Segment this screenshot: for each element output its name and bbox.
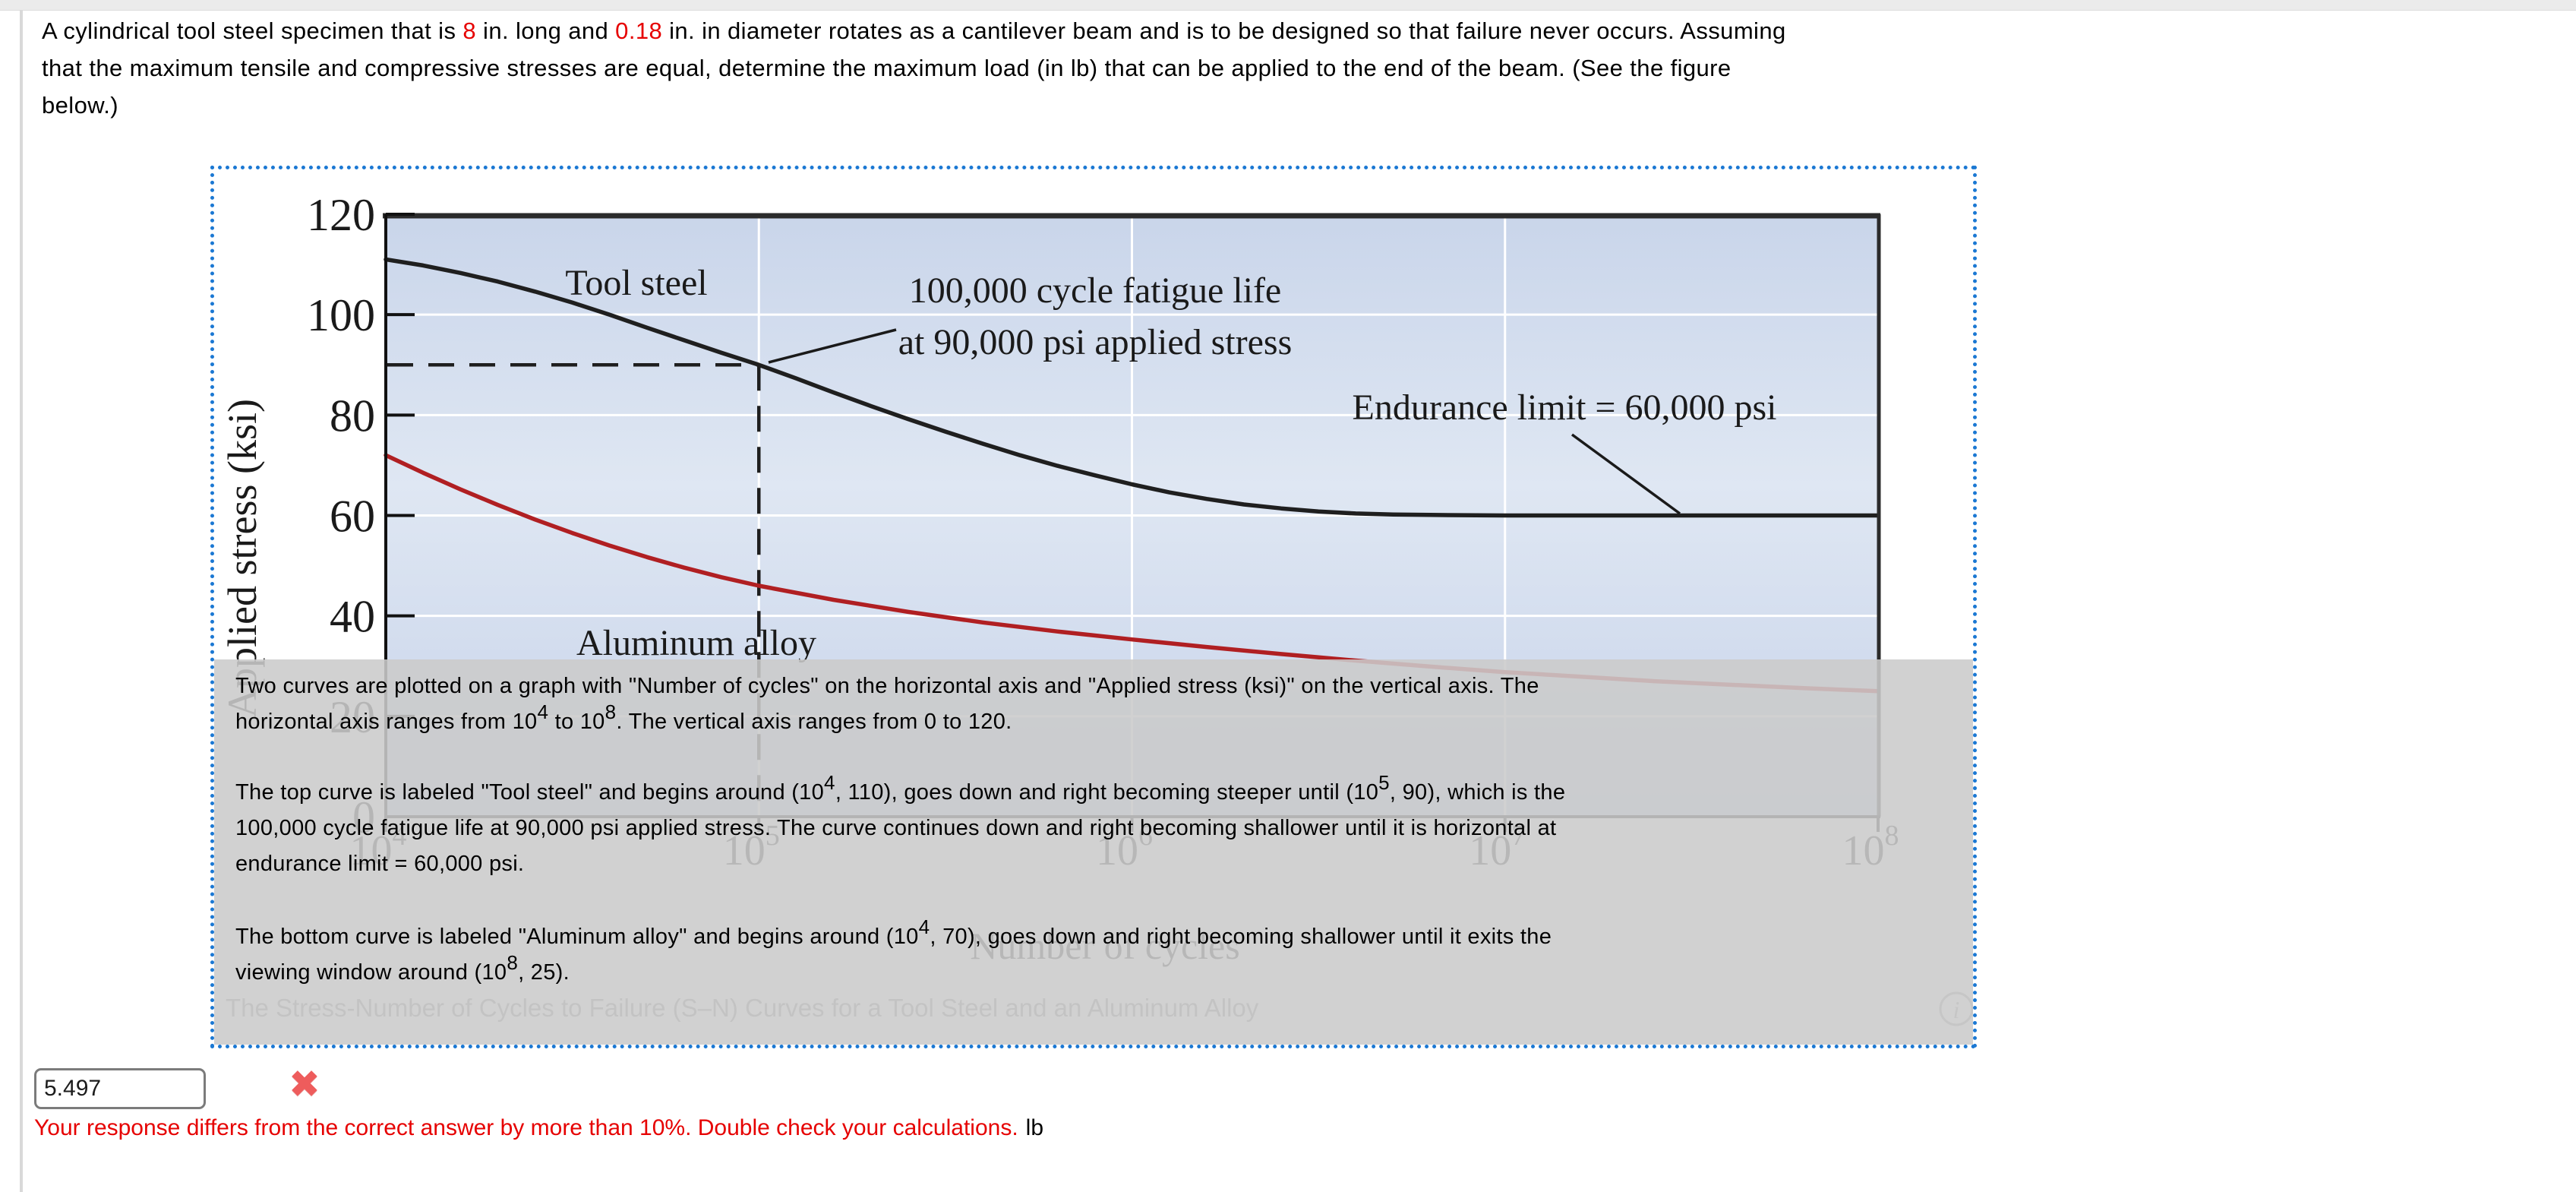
question-line: A cylindrical tool steel specimen that i… [42,12,2548,49]
text-segment: The bottom curve is labeled "Aluminum al… [235,925,919,949]
text-segment: , 90), which is the [1389,780,1566,805]
aluminum-alloy-label: Aluminum alloy [576,623,816,663]
text-segment: endurance limit = 60,000 psi. [235,852,525,876]
text-segment: 8 [605,700,617,723]
overlay-line: Two curves are plotted on a graph with "… [235,669,1539,704]
fatigue-annotation-line2: at 90,000 psi applied stress [898,322,1293,362]
tool-steel-label: Tool steel [565,263,707,303]
y-tick-label: 60 [330,492,375,542]
text-segment: to 10 [548,710,605,734]
text-segment: , 25). [518,960,570,985]
text-segment: viewing window around (10 [235,960,507,985]
answer-input[interactable] [34,1068,206,1109]
question-line: below.) [42,87,2548,124]
question-text: A cylindrical tool steel specimen that i… [42,12,2548,124]
text-segment: , 70), goes down and right becoming shal… [930,925,1552,949]
feedback-message: Your response differs from the correct a… [34,1115,1043,1141]
text-segment: in. in diameter rotates as a cantilever … [662,17,1786,44]
feedback-text: Your response differs from the correct a… [34,1115,1018,1140]
text-segment: . The vertical axis ranges from 0 to 120… [616,710,1012,734]
top-strip [0,0,2576,11]
text-segment: 8 [507,951,519,974]
overlay-line: 100,000 cycle fatigue life at 90,000 psi… [235,811,1565,846]
y-tick-label: 100 [307,290,375,340]
curve-tool-steel [384,257,1880,518]
overlay-paragraph: Two curves are plotted on a graph with "… [235,669,1539,740]
question-line: that the maximum tensile and compressive… [42,49,2548,87]
overlay-paragraph: The bottom curve is labeled "Aluminum al… [235,915,1552,991]
text-segment: 100,000 cycle fatigue life at 90,000 psi… [235,816,1557,840]
highlighted-value: 8 [462,17,477,44]
y-tick-label: 80 [330,390,375,441]
text-segment: Two curves are plotted on a graph with "… [235,674,1539,698]
overlay-line: endurance limit = 60,000 psi. [235,846,1565,882]
overlay-line: The top curve is labeled "Tool steel" an… [235,771,1566,811]
y-tick-label: 40 [330,592,375,642]
text-segment: 4 [918,915,930,938]
highlighted-value: 0.18 [615,17,663,44]
text-segment: The top curve is labeled "Tool steel" an… [235,780,825,805]
fatigue-annotation-line1: 100,000 cycle fatigue life [909,270,1281,311]
text-segment: that the maximum tensile and compressive… [42,55,1732,81]
answer-unit-label: lb [1025,1115,1044,1140]
text-segment: in. long and [476,17,616,44]
text-segment: 4 [537,700,549,723]
text-segment: horizontal axis ranges from 10 [235,710,538,734]
text-segment: below.) [42,92,119,119]
text-segment: 4 [824,771,835,794]
overlay-line: viewing window around (108, 25). [235,951,1552,991]
text-segment: A cylindrical tool steel specimen that i… [42,17,463,44]
overlay-line: horizontal axis ranges from 104 to 108. … [235,700,1539,740]
text-segment: 5 [1378,771,1390,794]
figure-description-overlay: Two curves are plotted on a graph with "… [214,659,1973,1045]
left-border-divider [20,10,23,1192]
text-segment: , 110), goes down and right becoming ste… [835,780,1379,805]
overlay-paragraph: The top curve is labeled "Tool steel" an… [235,771,1566,882]
endurance-limit-label: Endurance limit = 60,000 psi [1353,387,1777,428]
y-tick-label: 120 [307,190,375,240]
overlay-line: The bottom curve is labeled "Aluminum al… [235,915,1552,955]
endurance-leader-line [1571,433,1681,515]
fatigue-leader-line [768,328,897,364]
incorrect-x-icon: ✖ [289,1062,320,1106]
